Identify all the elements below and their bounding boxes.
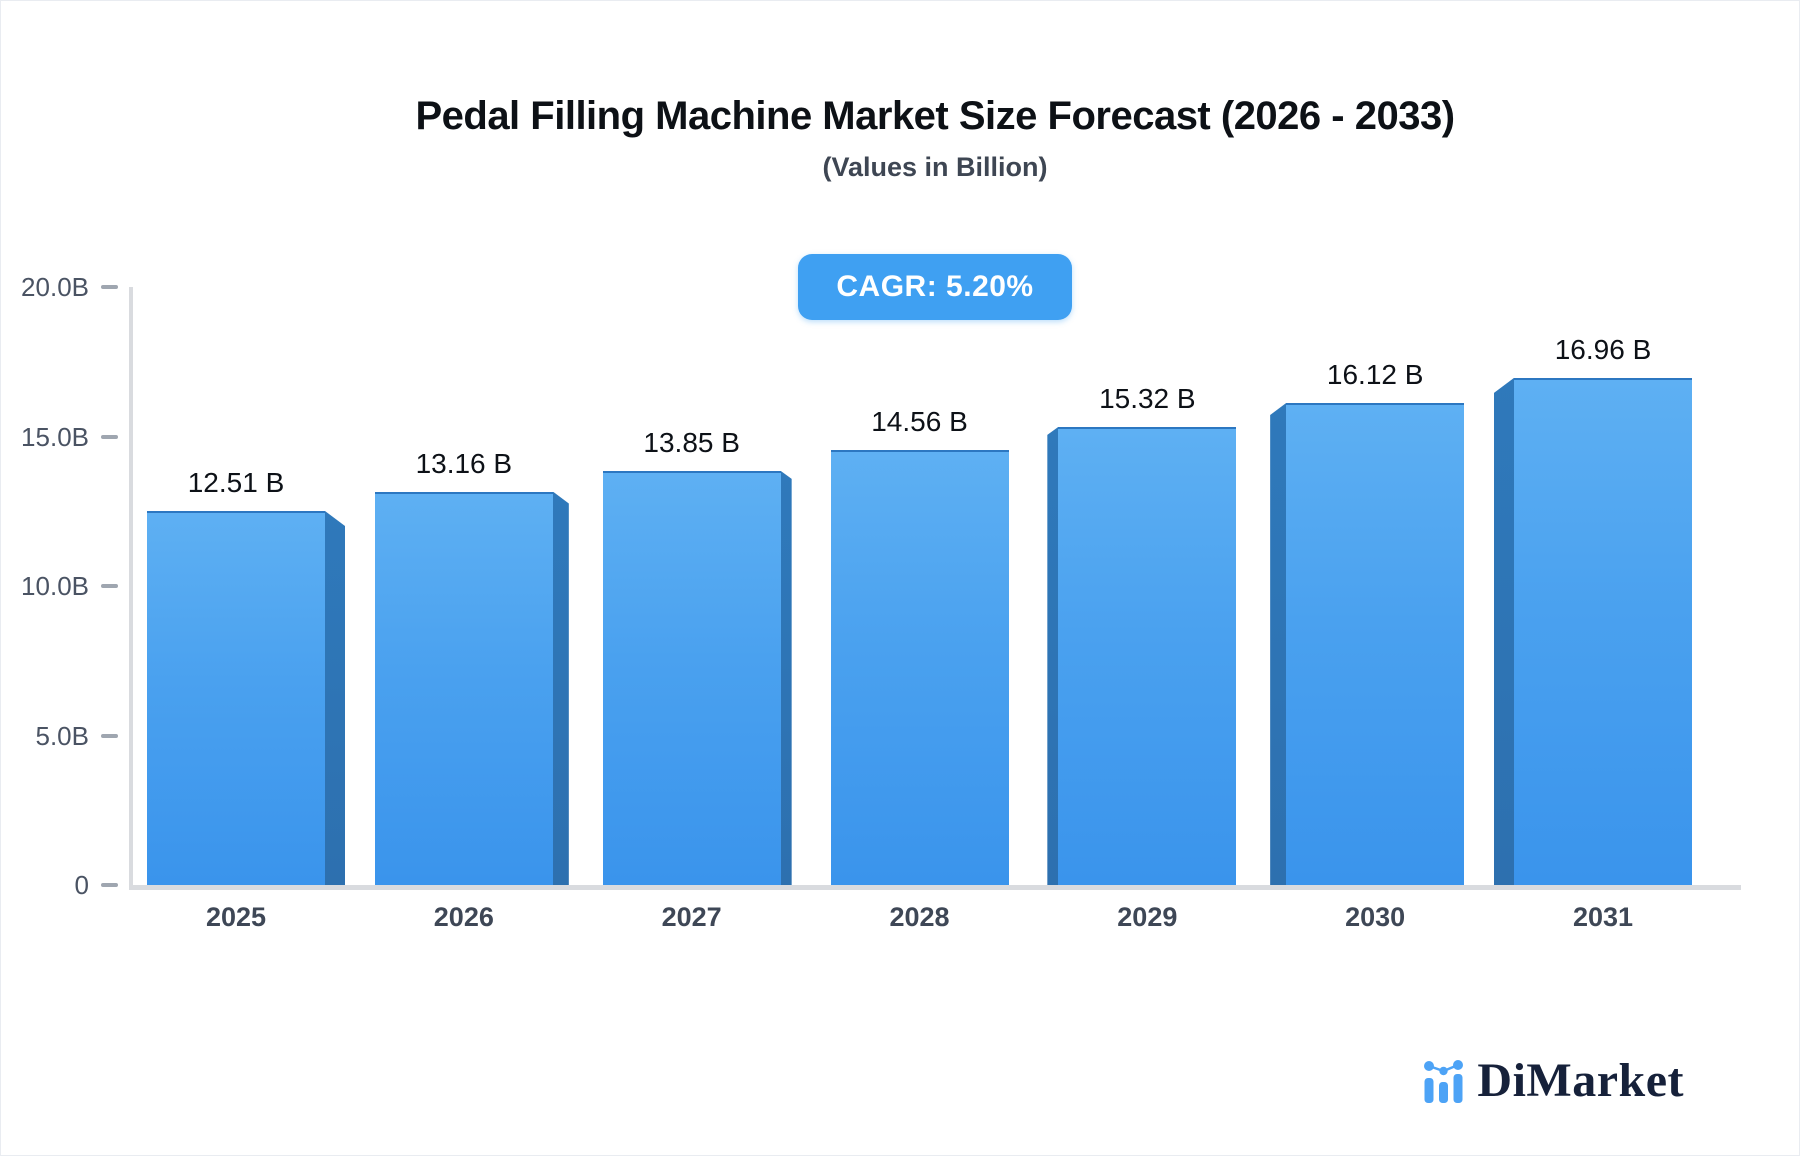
- y-tick-label: 10.0B: [21, 571, 89, 601]
- bar-2027: [602, 470, 781, 885]
- watermark-text: DiMarket: [1477, 1054, 1684, 1107]
- y-tick-mark: [101, 883, 118, 887]
- bar-side-face-2026: [552, 491, 569, 885]
- cagr-badge: CAGR: 5.20%: [798, 254, 1072, 320]
- y-tick-mark: [101, 733, 118, 738]
- bar-value-label: 12.51 B: [187, 466, 285, 498]
- x-tick-label-2029: 2029: [1117, 902, 1178, 932]
- bar-value-label: 15.32 B: [1099, 382, 1196, 414]
- bar-value-label: 16.96 B: [1554, 333, 1652, 365]
- x-tick-label-2028: 2028: [889, 902, 950, 932]
- x-tick-label-2031: 2031: [1572, 902, 1634, 932]
- bar-2030: [1286, 403, 1465, 885]
- y-tick-label: 20.0B: [21, 272, 89, 302]
- bar-value-label: 14.56 B: [871, 405, 968, 437]
- y-tick-label: 5.0B: [35, 720, 90, 751]
- bar-value-label: 13.16 B: [415, 447, 513, 479]
- x-tick-label-2027: 2027: [661, 902, 722, 932]
- bar-2031: [1514, 377, 1692, 885]
- bar-2025: [147, 510, 325, 885]
- chart-title: Pedal Filling Machine Market Size Foreca…: [415, 94, 1455, 138]
- bar-side-face-2025: [325, 510, 345, 885]
- bar-side-face-2029: [1047, 426, 1059, 885]
- dimarket-bar-chart-icon: [1424, 1060, 1464, 1103]
- cagr-badge-row: CAGR: 5.20%: [129, 254, 1741, 320]
- bar-value-label: 13.85 B: [643, 426, 740, 458]
- bar-side-face-2027: [780, 470, 792, 885]
- y-axis-line: [129, 287, 133, 885]
- x-axis-baseline: [129, 885, 1741, 890]
- y-tick-label: 0: [74, 870, 89, 900]
- x-tick-label-2025: 2025: [205, 902, 267, 932]
- y-tick-mark: [101, 434, 118, 439]
- bar-2026: [374, 491, 553, 885]
- watermark-logo: DiMarket: [1423, 1057, 1684, 1105]
- bar-2029: [1058, 426, 1237, 885]
- y-tick-mark: [101, 584, 118, 588]
- x-tick-label-2030: 2030: [1345, 902, 1406, 932]
- y-tick-mark: [101, 285, 118, 289]
- chart-subtitle: (Values in Billion): [822, 152, 1048, 182]
- bar-side-face-2031: [1494, 377, 1514, 885]
- x-tick-label-2026: 2026: [433, 902, 494, 932]
- bar-value-label: 16.12 B: [1326, 359, 1424, 390]
- bar-side-face-2030: [1270, 403, 1287, 885]
- y-tick-label: 15.0B: [21, 421, 89, 452]
- bar-2028: [830, 449, 1009, 885]
